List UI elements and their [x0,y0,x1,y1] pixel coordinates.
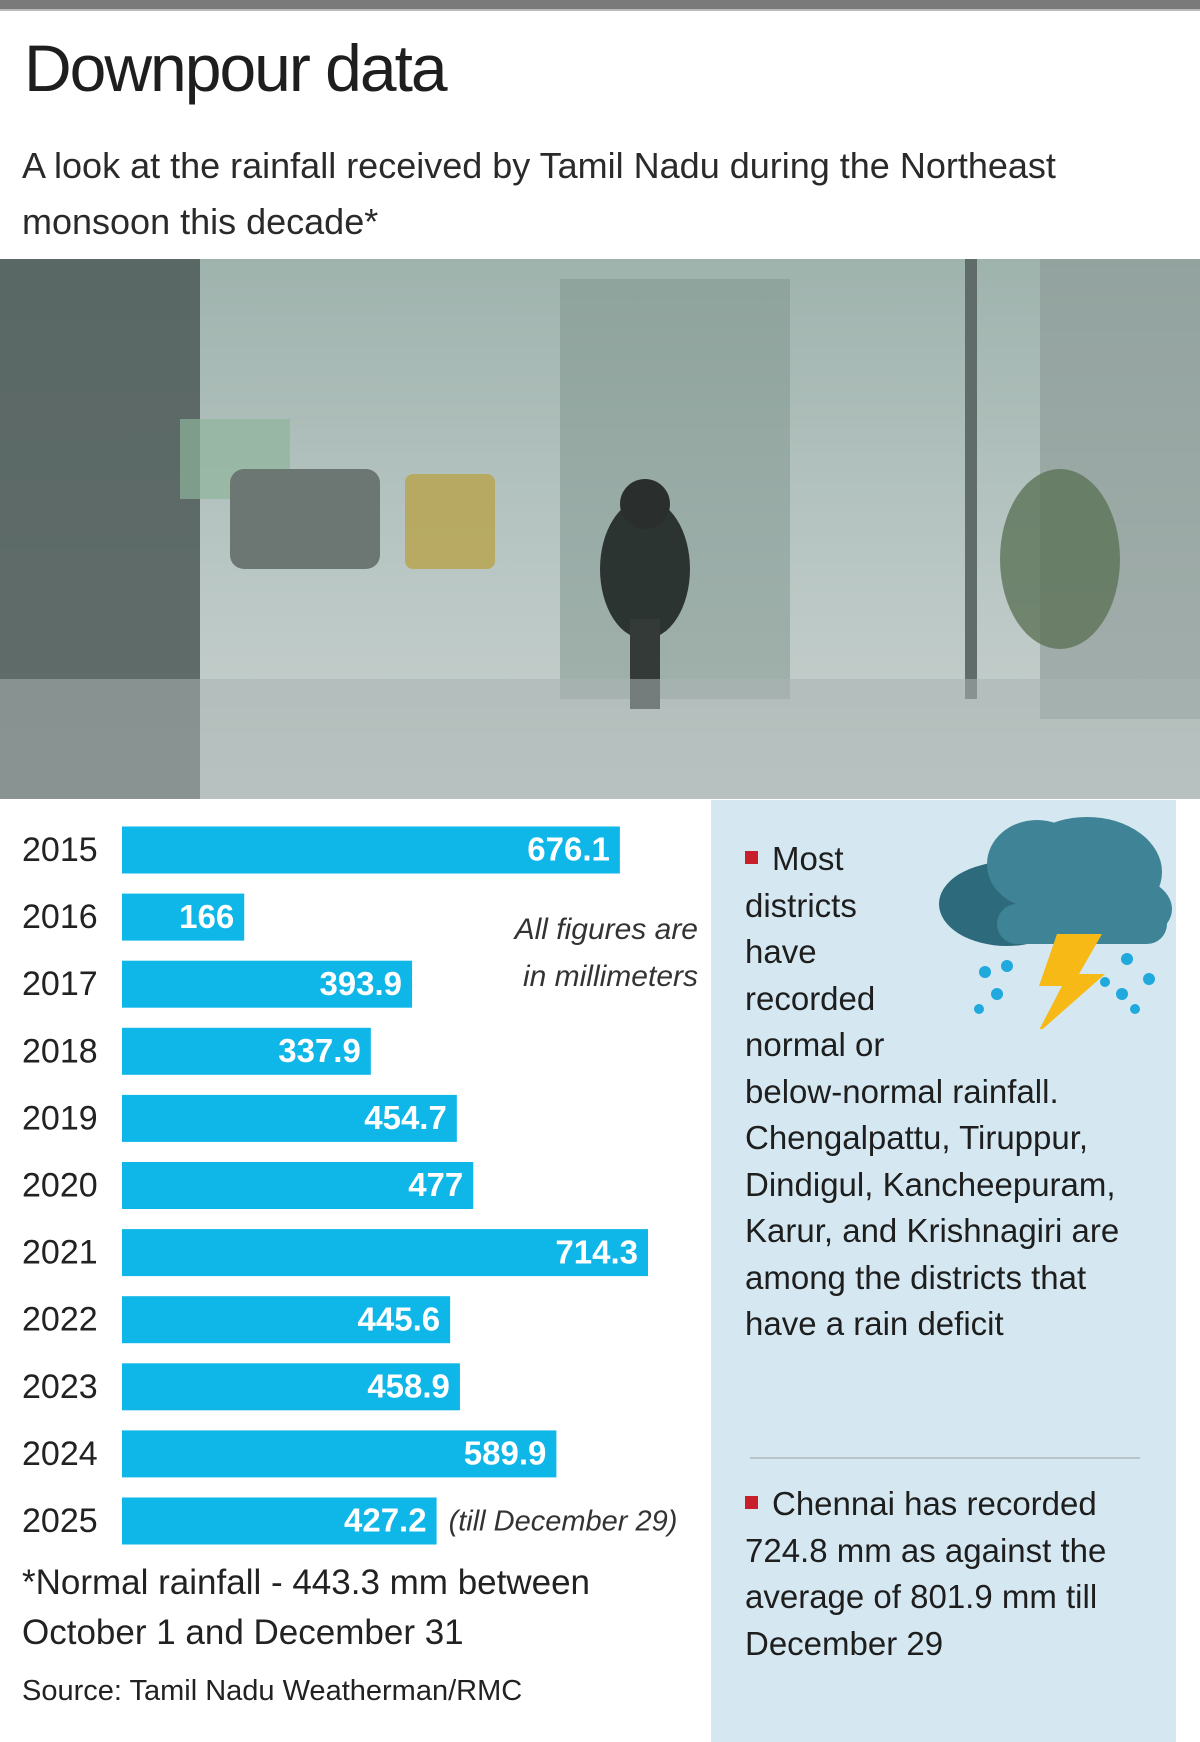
value-label: 458.9 [367,1368,450,1405]
value-label: 477 [408,1166,463,1203]
bar [122,1094,457,1142]
category-label: 2023 [22,1368,98,1406]
sidebar-text: Chennai has recorded 724.8 mm as against… [745,1485,1107,1662]
subtitle: A look at the rainfall received by Tamil… [22,145,1056,242]
value-label: 337.9 [278,1032,361,1069]
sidebar-panel [711,800,1176,1742]
category-label: 2021 [22,1234,98,1272]
value-label: 393.9 [319,965,402,1002]
storm-icon [939,817,1172,1029]
bar [122,1027,371,1075]
bar [122,826,620,874]
category-label: 2022 [22,1301,98,1339]
separator [750,1457,1140,1459]
bar [122,1229,648,1277]
bar-chart: 2015 676.1 2016 166 2017 393.9 2018 337.9 2019 45… [22,826,698,1545]
bar [122,1162,474,1209]
category-label: 2019 [22,1099,98,1137]
sidebar-item: Chennai has recorded 724.8 mm as against… [745,1481,1145,1667]
top-rule [0,0,1200,11]
category-label: 2020 [22,1166,98,1204]
source: Source: Tamil Nadu Weatherman/RMC [22,1675,523,1707]
bar [122,1296,451,1344]
value-label: 589.9 [464,1435,547,1472]
value-label: 427.2 [344,1502,427,1539]
bar [122,1430,557,1478]
sidebar-text: Most districts have recorded normal or b… [745,840,1120,1342]
bullet [745,851,758,864]
value-label: 676.1 [527,831,610,868]
value-label: 454.7 [364,1099,447,1136]
sidebar-item: Most districts have recorded normal or b… [745,817,1172,1348]
bar [122,893,245,941]
title: Downpour data [24,31,448,105]
category-label: 2024 [22,1435,98,1473]
category-label: 2015 [22,831,98,869]
bar [122,1497,437,1545]
category-label: 2017 [22,965,98,1003]
annotation: (till December 29) [449,1506,678,1538]
value-label: 445.6 [358,1300,441,1337]
bullet [745,1496,758,1509]
category-label: 2016 [22,898,98,936]
bar [122,1363,460,1411]
bar [122,960,413,1008]
photo [0,259,1200,799]
value-label: 166 [179,898,234,935]
category-label: 2018 [22,1032,98,1070]
annotation: All figures are in millimeters [513,913,698,993]
value-label: 714.3 [555,1233,638,1270]
footnote: *Normal rainfall - 443.3 mm between Octo… [22,1563,591,1652]
category-label: 2025 [22,1502,98,1540]
